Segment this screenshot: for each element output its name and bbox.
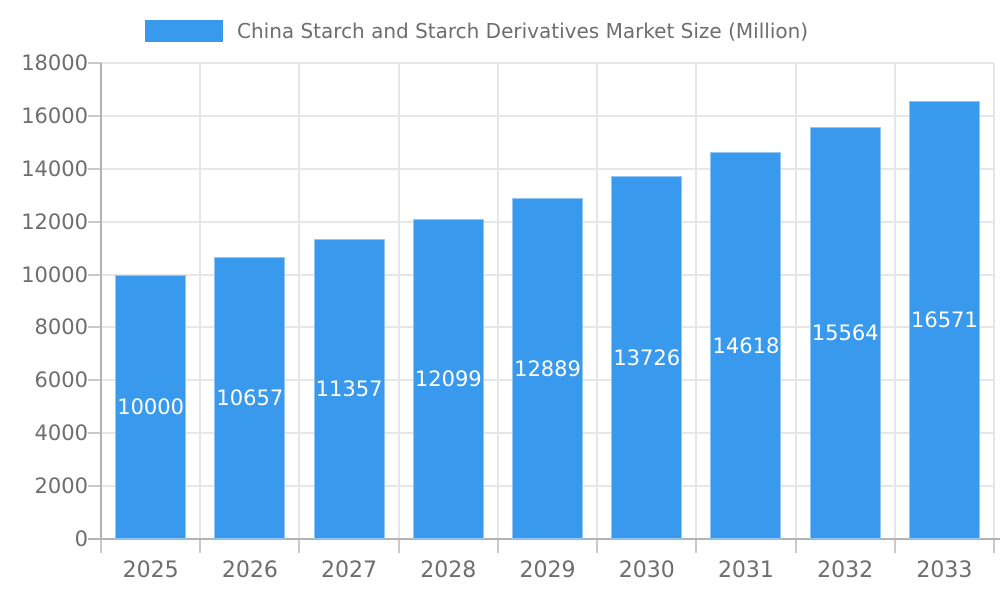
x-gridline — [199, 63, 202, 539]
y-gridline — [101, 114, 994, 117]
y-gridline — [101, 62, 994, 64]
y-tick-label: 2000 — [34, 474, 88, 499]
y-tick-label: 18000 — [21, 51, 88, 75]
bar-2030[interactable] — [611, 176, 683, 539]
x-tick-label: 2025 — [122, 558, 179, 583]
y-axis-tick — [88, 485, 101, 488]
legend-label[interactable]: China Starch and Starch Derivatives Mark… — [237, 19, 809, 43]
y-tick-label: 10000 — [21, 262, 88, 287]
x-gridline — [794, 63, 797, 539]
bar-2033[interactable] — [908, 100, 980, 539]
x-axis-tick — [893, 539, 896, 553]
x-axis-tick — [397, 539, 400, 553]
x-tick-label: 2028 — [420, 558, 477, 583]
y-axis-tick — [88, 432, 101, 435]
x-tick-label: 2026 — [221, 558, 278, 583]
bar-2029[interactable] — [512, 198, 583, 539]
y-tick-label: 6000 — [34, 368, 88, 393]
y-axis-tick — [88, 62, 101, 64]
x-tick-label: 2032 — [817, 558, 874, 583]
x-tick-label: 2029 — [519, 558, 576, 583]
y-axis-tick — [88, 114, 101, 117]
x-axis-tick — [298, 539, 301, 553]
x-gridline — [298, 63, 301, 539]
bar-2025[interactable] — [115, 274, 187, 539]
x-gridline — [695, 63, 698, 539]
legend: China Starch and Starch Derivatives Mark… — [145, 19, 808, 43]
y-tick-label: 16000 — [21, 103, 88, 128]
legend-swatch[interactable] — [145, 20, 223, 42]
y-axis-tick — [88, 273, 101, 276]
y-axis-tick — [88, 326, 101, 329]
x-tick-label: 2031 — [717, 558, 774, 583]
x-axis-tick — [199, 539, 202, 553]
y-axis-tick — [88, 379, 101, 382]
x-axis-tick — [596, 539, 599, 553]
x-axis-tick — [794, 539, 797, 553]
bar-2031[interactable] — [710, 152, 782, 539]
x-gridline — [397, 63, 400, 539]
x-axis-tick — [496, 539, 499, 553]
bar-2028[interactable] — [412, 219, 484, 539]
y-axis-line — [100, 63, 102, 539]
y-axis-tick — [88, 220, 101, 223]
x-gridline — [893, 63, 896, 539]
x-axis-tick — [993, 539, 995, 553]
x-tick-label: 2027 — [321, 558, 378, 583]
x-gridline — [993, 63, 995, 539]
y-tick-label: 8000 — [34, 315, 88, 340]
y-gridline — [101, 167, 994, 170]
y-tick-label: 0 — [74, 527, 88, 551]
bar-2032[interactable] — [809, 127, 881, 539]
x-axis-line — [88, 538, 1000, 540]
x-gridline — [596, 63, 599, 539]
bar-2026[interactable] — [214, 257, 286, 539]
y-tick-label: 14000 — [21, 156, 88, 181]
x-tick-label: 2030 — [618, 558, 675, 583]
x-gridline — [496, 63, 499, 539]
y-tick-label: 4000 — [34, 421, 88, 446]
x-axis-tick — [100, 539, 102, 553]
x-axis-tick — [695, 539, 698, 553]
x-tick-label: 2033 — [916, 558, 973, 583]
y-tick-label: 12000 — [21, 209, 88, 234]
y-axis-tick — [88, 167, 101, 170]
bar-2027[interactable] — [313, 238, 385, 539]
